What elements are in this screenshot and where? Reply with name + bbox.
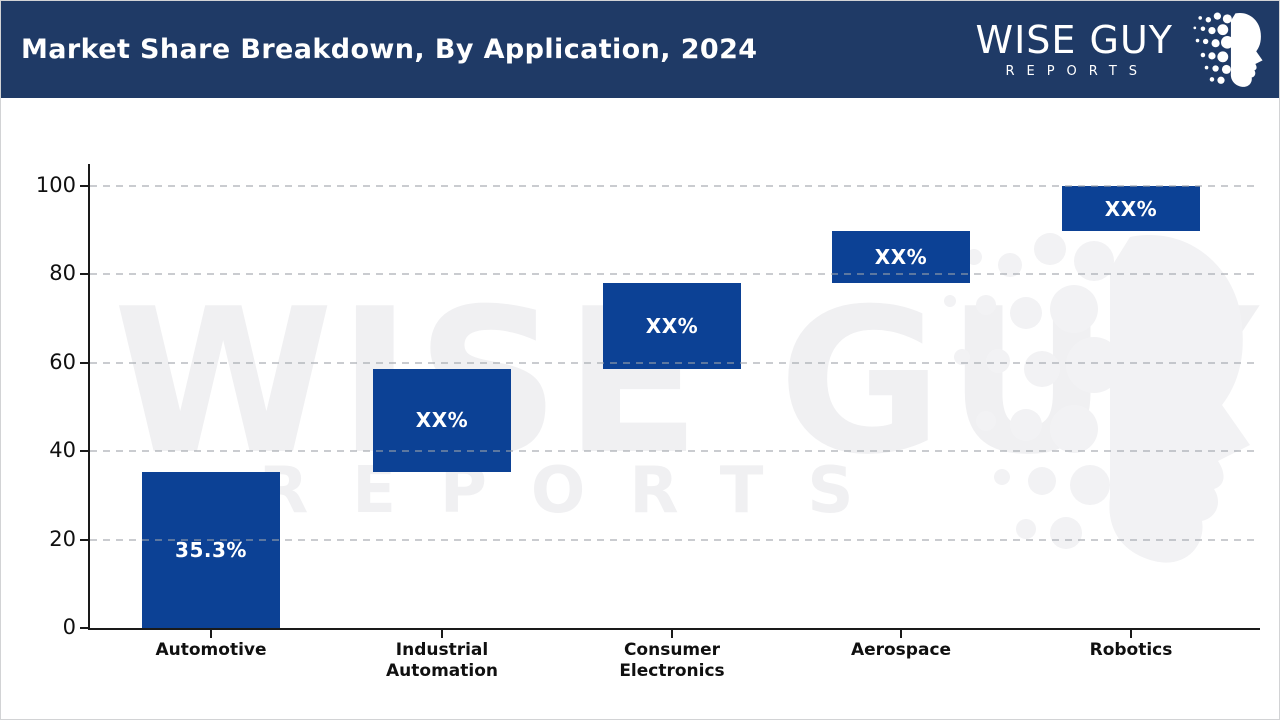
y-tick-label: 0 — [62, 615, 76, 639]
category-label: Industrial Automation — [386, 640, 498, 681]
waterfall-bar: 35.3% — [142, 471, 280, 628]
watermark-reports-text: REPORTS — [259, 454, 898, 528]
category-label: Aerospace — [850, 640, 952, 660]
bar-value-label: 35.3% — [175, 537, 247, 562]
gridline-y60 — [90, 361, 1258, 364]
bar-value-label: XX% — [1104, 196, 1158, 221]
logo-head-icon — [1193, 12, 1263, 87]
y-tick-label: 40 — [49, 438, 76, 463]
y-tick-label: 100 — [35, 173, 76, 197]
y-tick-label: 80 — [49, 261, 76, 286]
gridline-y40 — [90, 450, 1258, 453]
x-axis-line — [88, 628, 1260, 630]
x-tick — [441, 630, 443, 638]
waterfall-bar: XX% — [1062, 186, 1200, 232]
y-tick-label: 60 — [49, 349, 76, 374]
header-bar: Market Share Breakdown, By Application, … — [1, 1, 1279, 98]
y-axis-line — [88, 164, 90, 630]
waterfall-bar: XX% — [373, 368, 511, 472]
x-tick — [900, 630, 902, 638]
watermark-head-icon — [944, 233, 1250, 563]
gridline-y80 — [90, 273, 1258, 276]
gridline-y100 — [90, 185, 1258, 187]
y-tick — [80, 361, 88, 364]
logo-reports-label: REPORTS — [1005, 63, 1150, 79]
bar-value-label: XX% — [874, 244, 928, 269]
x-tick — [671, 630, 673, 638]
wise-guy-reports-logo: WISE GUY REPORTS — [976, 8, 1267, 92]
logo-wiseguy-label: WISE GUY — [975, 17, 1173, 62]
category-label: Consumer Electronics — [619, 640, 725, 681]
y-tick — [80, 450, 88, 453]
bar-value-label: XX% — [645, 313, 699, 338]
waterfall-bar: XX% — [603, 282, 741, 369]
y-tick-label: 20 — [49, 526, 76, 551]
category-label: Automotive — [155, 640, 267, 660]
x-tick — [210, 630, 212, 638]
gridline-y20 — [90, 538, 1258, 541]
y-tick — [80, 627, 88, 629]
x-tick — [1130, 630, 1132, 638]
category-label: Robotics — [1089, 640, 1173, 660]
chart-title: Market Share Breakdown, By Application, … — [21, 34, 758, 65]
logo-text: WISE GUY REPORTS — [976, 21, 1173, 79]
bar-value-label: XX% — [415, 408, 469, 433]
y-tick — [80, 185, 88, 187]
y-tick — [80, 273, 88, 276]
y-tick — [80, 538, 88, 541]
